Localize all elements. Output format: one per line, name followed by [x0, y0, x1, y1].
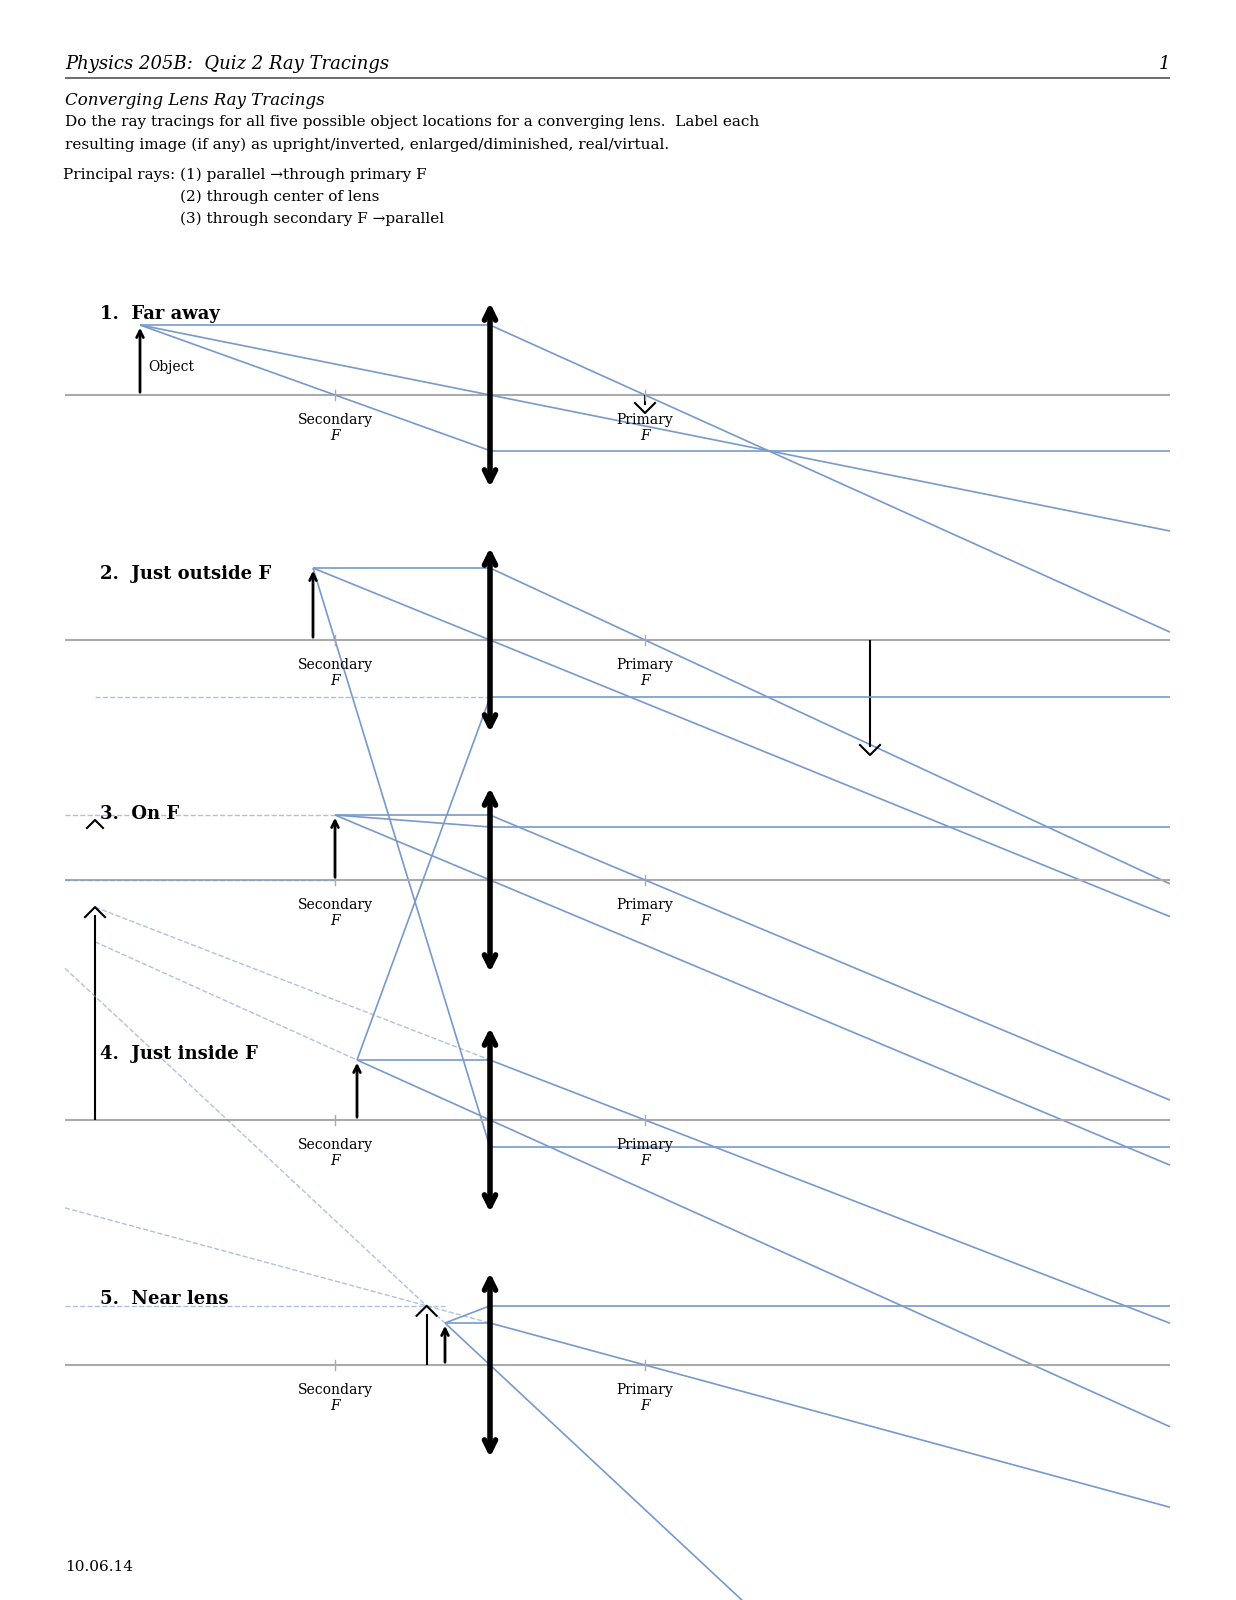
Text: Secondary: Secondary [298, 413, 372, 427]
Text: (3) through secondary F →parallel: (3) through secondary F →parallel [180, 211, 444, 226]
Text: Principal rays:: Principal rays: [63, 168, 176, 182]
Text: Secondary: Secondary [298, 898, 372, 912]
Text: 1.  Far away: 1. Far away [100, 306, 220, 323]
Text: Primary: Primary [617, 1138, 674, 1152]
Text: Converging Lens Ray Tracings: Converging Lens Ray Tracings [66, 91, 325, 109]
Text: F: F [330, 429, 340, 443]
Text: F: F [640, 914, 650, 928]
Text: resulting image (if any) as upright/inverted, enlarged/diminished, real/virtual.: resulting image (if any) as upright/inve… [66, 138, 669, 152]
Text: Do the ray tracings for all five possible object locations for a converging lens: Do the ray tracings for all five possibl… [66, 115, 759, 130]
Text: F: F [640, 429, 650, 443]
Text: Primary: Primary [617, 898, 674, 912]
Text: Primary: Primary [617, 1382, 674, 1397]
Text: 10.06.14: 10.06.14 [66, 1560, 133, 1574]
Text: 2.  Just outside F: 2. Just outside F [100, 565, 271, 582]
Text: Physics 205B:  Quiz 2 Ray Tracings: Physics 205B: Quiz 2 Ray Tracings [66, 54, 389, 74]
Text: 5.  Near lens: 5. Near lens [100, 1290, 229, 1309]
Text: F: F [330, 1154, 340, 1168]
Text: Secondary: Secondary [298, 1138, 372, 1152]
Text: F: F [330, 914, 340, 928]
Text: 3.  On F: 3. On F [100, 805, 179, 822]
Text: F: F [640, 1154, 650, 1168]
Text: (2) through center of lens: (2) through center of lens [180, 190, 379, 205]
Text: (1) parallel →through primary F: (1) parallel →through primary F [180, 168, 426, 182]
Text: 1: 1 [1158, 54, 1170, 74]
Text: Secondary: Secondary [298, 658, 372, 672]
Text: Primary: Primary [617, 658, 674, 672]
Text: Object: Object [148, 360, 194, 374]
Text: F: F [330, 1398, 340, 1413]
Text: F: F [330, 674, 340, 688]
Text: F: F [640, 674, 650, 688]
Text: Primary: Primary [617, 413, 674, 427]
Text: F: F [640, 1398, 650, 1413]
Text: 4.  Just inside F: 4. Just inside F [100, 1045, 258, 1062]
Text: Secondary: Secondary [298, 1382, 372, 1397]
